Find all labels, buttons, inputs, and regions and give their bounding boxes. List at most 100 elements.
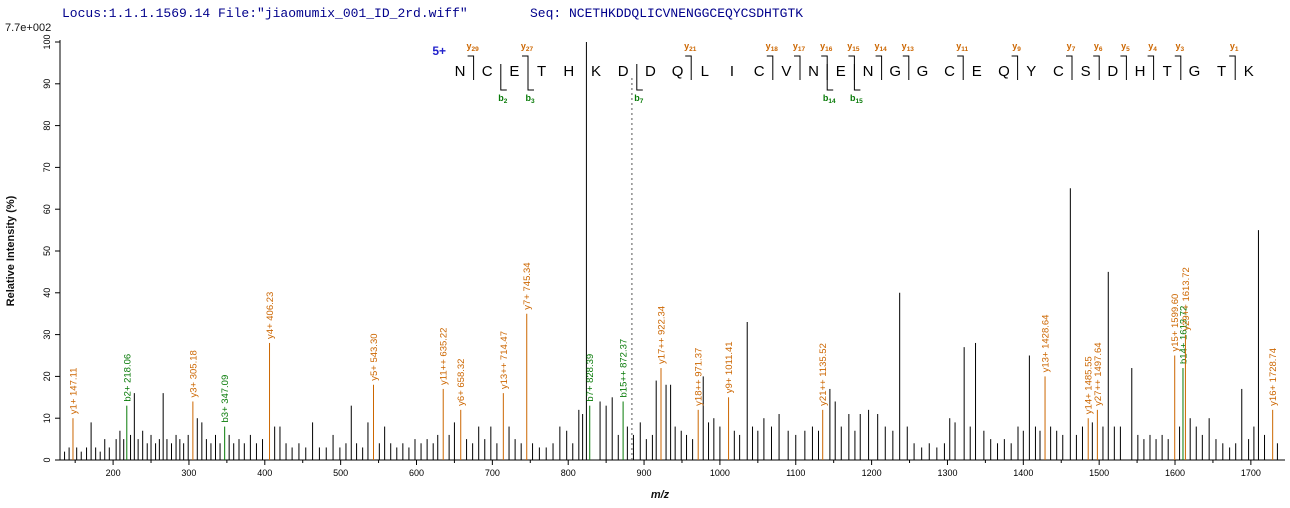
y-ion-label: y7 xyxy=(1067,41,1076,53)
peak-label: y7+ 745.34 xyxy=(522,262,533,309)
y-tick-label: 70 xyxy=(42,162,52,172)
b-ion-label: b15 xyxy=(850,93,863,105)
y-ion-label: y11 xyxy=(956,41,968,53)
y-ion-label: y16 xyxy=(820,41,833,53)
b-ion-label: b14 xyxy=(823,93,836,105)
y-ion-marker xyxy=(848,55,855,80)
peak-label: y5+ 543.30 xyxy=(369,333,380,380)
residue: K xyxy=(1244,63,1254,80)
residue: I xyxy=(730,63,734,80)
peak-label: y29++ 1613.72 xyxy=(1181,267,1192,330)
peak-label: y18++ 971.37 xyxy=(694,348,705,406)
peak-label: y3+ 305.18 xyxy=(188,350,199,397)
residue: N xyxy=(808,63,819,80)
y-tick-label: 10 xyxy=(42,413,52,423)
residue: Q xyxy=(672,63,684,80)
y-ion-marker xyxy=(1229,55,1236,80)
y-tick-label: 100 xyxy=(42,34,52,49)
y-axis-title: Relative Intensity (%) xyxy=(5,195,17,306)
y-tick-label: 90 xyxy=(42,79,52,89)
peak-label: y4+ 406.23 xyxy=(265,292,276,339)
peak-label: y17++ 922.34 xyxy=(657,306,668,364)
x-tick-label: 500 xyxy=(333,468,348,478)
peak-label: y27++ 1497.64 xyxy=(1093,342,1104,405)
peak-label: y13+ 1428.64 xyxy=(1041,315,1052,373)
y-ion-marker xyxy=(957,55,964,80)
y-ion-marker xyxy=(467,55,475,80)
x-tick-label: 400 xyxy=(257,468,272,478)
residue: E xyxy=(836,63,846,80)
y-ion-marker xyxy=(821,55,828,80)
y-ion-label: y1 xyxy=(1230,41,1239,53)
charge-label: 5+ xyxy=(432,44,446,58)
residue: C xyxy=(754,63,765,80)
y-ion-marker xyxy=(766,55,774,80)
residue: L xyxy=(701,63,709,80)
y-tick-label: 20 xyxy=(42,371,52,381)
b-ion-marker xyxy=(527,64,534,91)
y-tick-label: 60 xyxy=(42,204,52,214)
y-ion-marker xyxy=(1011,55,1019,80)
residue: G xyxy=(917,63,929,80)
y-tick-label: 50 xyxy=(42,246,52,256)
residue: C xyxy=(944,63,955,80)
residue: H xyxy=(1135,63,1146,80)
x-tick-label: 800 xyxy=(561,468,576,478)
y-ion-marker xyxy=(1120,55,1127,80)
x-tick-label: 1100 xyxy=(786,468,805,478)
x-tick-label: 1200 xyxy=(862,468,882,478)
residue: Y xyxy=(1026,63,1036,80)
peak-label: y21++ 1135.52 xyxy=(818,343,829,406)
peak-label: y9+ 1011.41 xyxy=(724,341,735,393)
x-tick-label: 1600 xyxy=(1165,468,1185,478)
y-ion-label: y17 xyxy=(793,41,806,53)
peak-label: b7+ 828.39 xyxy=(585,354,596,402)
y-tick-label: 30 xyxy=(42,330,52,340)
b-ion-label: b3 xyxy=(525,93,535,105)
y-ion-marker xyxy=(1147,55,1155,80)
peak-label: b14+ 1613.72 xyxy=(1178,306,1189,364)
residue: G xyxy=(1189,63,1201,80)
peak-label: y14+ 1485.55 xyxy=(1084,356,1095,414)
x-tick-label: 200 xyxy=(106,468,121,478)
peak-label: y15+ 1599.60 xyxy=(1170,294,1181,352)
x-tick-label: 1000 xyxy=(710,468,730,478)
peak-label: y1+ 147.11 xyxy=(68,368,79,415)
locus-file-label: Locus:1.1.1.1569.14 File:"jiaomumix_001_… xyxy=(62,6,468,21)
peak-label: b3+ 347.09 xyxy=(220,375,231,423)
residue: C xyxy=(1053,63,1064,80)
y-ion-label: y18 xyxy=(766,41,779,53)
peak-label: y16+ 1728.74 xyxy=(1268,348,1279,406)
x-tick-label: 1700 xyxy=(1241,468,1261,478)
residue: T xyxy=(1163,63,1172,80)
residue: V xyxy=(781,63,791,80)
residue: C xyxy=(482,63,493,80)
y-ion-marker xyxy=(875,55,883,80)
b-ion-label: b7 xyxy=(634,93,644,105)
y-ion-label: y27 xyxy=(521,41,534,53)
peak-label: y6+ 658.32 xyxy=(456,359,467,406)
y-ion-marker xyxy=(1093,55,1100,80)
base-peak-intensity-label: 7.7e+002 xyxy=(5,22,52,34)
y-ion-label: y14 xyxy=(874,41,887,53)
x-tick-label: 1300 xyxy=(937,468,957,478)
b-ion-marker xyxy=(826,64,834,91)
b-ion-marker xyxy=(636,64,643,91)
residue: D xyxy=(1107,63,1118,80)
residue: Q xyxy=(998,63,1010,80)
y-ion-marker xyxy=(1066,55,1073,80)
residue: D xyxy=(618,63,629,80)
y-tick-label: 0 xyxy=(42,457,52,462)
y-ion-label: y21 xyxy=(684,41,697,53)
b-ion-marker xyxy=(853,64,861,91)
y-tick-label: 80 xyxy=(42,121,52,131)
peak-label: b2+ 218.06 xyxy=(122,354,133,402)
x-tick-label: 600 xyxy=(409,468,424,478)
x-tick-label: 700 xyxy=(485,468,500,478)
residue: N xyxy=(455,63,466,80)
y-ion-label: y3 xyxy=(1175,41,1184,53)
x-tick-label: 900 xyxy=(637,468,652,478)
y-ion-label: y4 xyxy=(1148,41,1157,53)
